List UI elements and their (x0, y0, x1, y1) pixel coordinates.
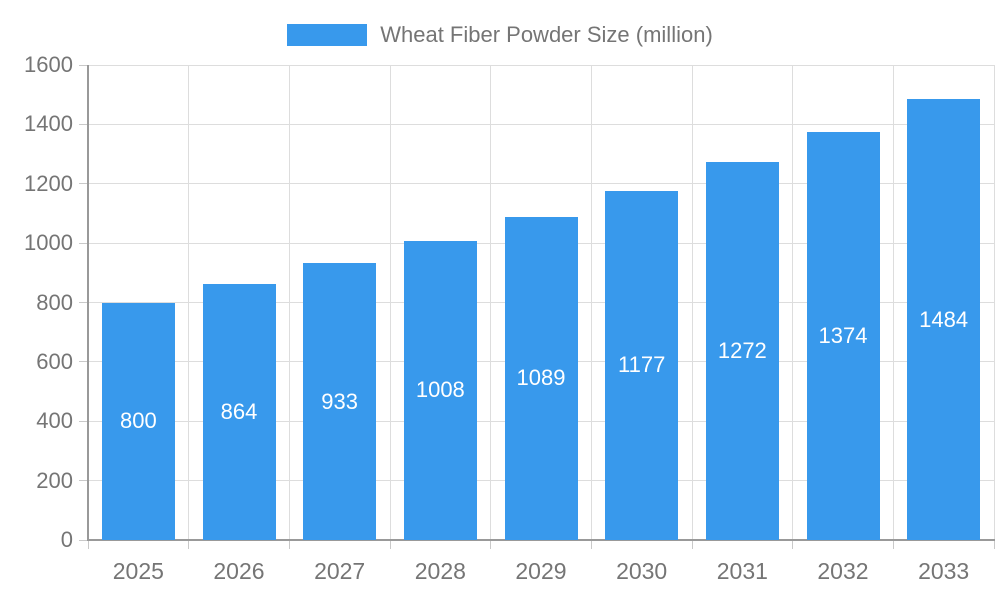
y-tick-label: 1400 (24, 111, 73, 137)
bar: 1008 (403, 240, 477, 540)
y-tick-label: 1600 (24, 52, 73, 77)
x-tick-label: 2025 (112, 558, 164, 584)
x-tick-label: 2031 (716, 558, 768, 584)
x-tick-label: 2033 (918, 558, 970, 584)
x-tick-label: 2029 (515, 558, 567, 584)
y-tick (79, 539, 88, 541)
bar: 1374 (806, 132, 880, 540)
bar-value-label: 800 (119, 408, 157, 434)
y-tick (79, 64, 88, 66)
bar: 1089 (504, 216, 578, 540)
x-gridline (188, 65, 190, 540)
bar: 933 (303, 263, 377, 540)
legend: Wheat Fiber Powder Size (million) (0, 21, 1000, 49)
y-tick-label: 0 (60, 527, 73, 552)
x-gridline (993, 65, 995, 540)
legend-swatch (287, 24, 368, 46)
x-tick (389, 540, 391, 549)
x-tick (993, 540, 995, 549)
bar-value-label: 864 (220, 398, 258, 424)
x-tick (188, 540, 190, 549)
bar-value-label: 1374 (818, 323, 868, 349)
x-tick-label: 2027 (314, 558, 366, 584)
bar-value-label: 1272 (717, 338, 767, 364)
y-tick-label: 1000 (24, 230, 73, 256)
y-gridline (88, 183, 994, 185)
y-axis-line (87, 65, 89, 540)
y-gridline (88, 123, 994, 125)
y-tick-label: 200 (36, 467, 73, 493)
legend-label: Wheat Fiber Powder Size (million) (380, 22, 713, 47)
x-gridline (288, 65, 290, 540)
x-tick-label: 2032 (817, 558, 869, 584)
bar: 1484 (907, 99, 981, 540)
y-tick (79, 480, 88, 482)
x-tick (590, 540, 592, 549)
bar: 800 (101, 302, 175, 540)
y-tick-label: 800 (36, 289, 73, 315)
x-tick-label: 2030 (616, 558, 668, 584)
x-gridline (792, 65, 794, 540)
y-gridline (88, 64, 994, 66)
x-gridline (691, 65, 693, 540)
y-tick-label: 400 (36, 408, 73, 434)
bar: 1177 (605, 190, 679, 540)
y-tick-label: 600 (36, 348, 73, 374)
x-tick (892, 540, 894, 549)
x-tick (691, 540, 693, 549)
x-tick (87, 540, 89, 549)
y-tick (79, 123, 88, 125)
x-tick-label: 2026 (213, 558, 265, 584)
bar: 864 (202, 283, 276, 540)
x-axis-line (87, 539, 995, 541)
x-tick (792, 540, 794, 549)
bar-value-label: 1089 (516, 365, 566, 391)
x-gridline (590, 65, 592, 540)
y-tick (79, 420, 88, 422)
y-tick (79, 183, 88, 185)
x-gridline (389, 65, 391, 540)
x-tick-label: 2028 (414, 558, 466, 584)
x-tick (288, 540, 290, 549)
bar: 1272 (705, 162, 779, 540)
x-tick (490, 540, 492, 549)
bar-value-label: 1177 (618, 352, 666, 378)
y-tick (79, 302, 88, 303)
x-gridline (892, 65, 894, 540)
bar-value-label: 1484 (919, 306, 969, 332)
y-tick (79, 361, 88, 363)
bar-value-label: 1008 (415, 377, 465, 403)
x-gridline (490, 65, 492, 540)
y-tick (79, 242, 88, 244)
bar-value-label: 933 (321, 388, 359, 414)
y-tick-label: 1200 (24, 170, 73, 196)
